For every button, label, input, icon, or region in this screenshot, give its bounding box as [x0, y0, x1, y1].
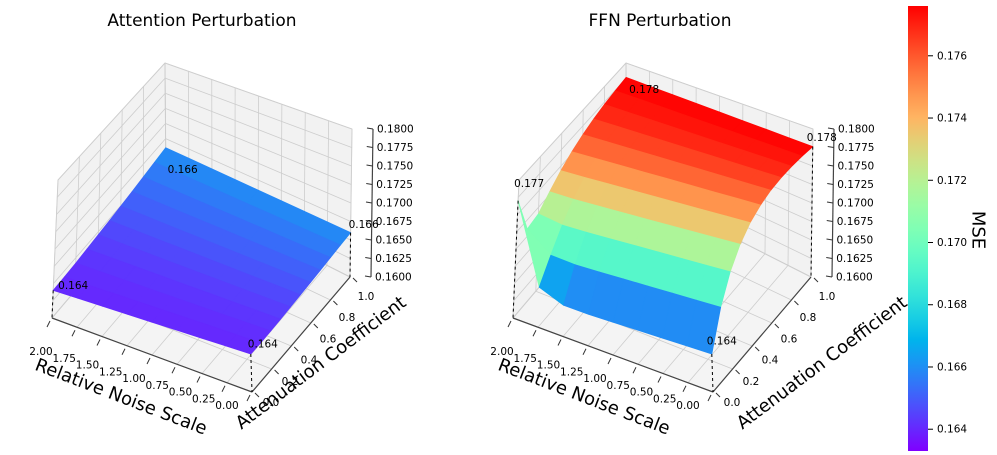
svg-text:0.1700: 0.1700 [376, 198, 413, 210]
svg-text:2.00: 2.00 [490, 346, 513, 358]
colorbar-ticks: 0.176 0.174 0.172 0.170 0.168 0.166 0.164 [928, 50, 967, 436]
svg-text:0.4: 0.4 [301, 355, 318, 367]
svg-text:0.0: 0.0 [263, 397, 280, 409]
svg-text:0.164: 0.164 [58, 280, 88, 292]
svg-text:0.1775: 0.1775 [838, 142, 875, 154]
annotations: 0.164 0.164 0.166 0.166 [51, 164, 379, 393]
plot-title-ffn: FFN Perturbation [588, 11, 732, 31]
svg-text:0.1725: 0.1725 [837, 179, 874, 191]
svg-text:0.8: 0.8 [800, 312, 817, 324]
svg-text:0.00: 0.00 [676, 400, 699, 412]
svg-text:0.1675: 0.1675 [837, 216, 874, 228]
plot3d-attention: 0.000.250.500.751.001.251.501.752.000.00… [29, 62, 414, 413]
svg-text:0.168: 0.168 [937, 299, 967, 311]
colorbar-gradient [908, 6, 928, 451]
svg-text:0.2: 0.2 [743, 376, 760, 388]
svg-text:1.25: 1.25 [560, 366, 583, 378]
svg-text:1.50: 1.50 [537, 360, 560, 372]
svg-text:0.178: 0.178 [629, 84, 659, 96]
svg-text:0.164: 0.164 [248, 339, 278, 351]
surface-attention [52, 147, 351, 355]
svg-text:0.178: 0.178 [807, 132, 837, 144]
svg-text:0.1600: 0.1600 [836, 272, 873, 284]
svg-text:0.1800: 0.1800 [838, 124, 875, 136]
svg-text:1.0: 1.0 [819, 291, 836, 303]
svg-text:0.1775: 0.1775 [377, 142, 414, 154]
svg-text:0.1750: 0.1750 [377, 161, 414, 173]
annotations: 0.177 0.164 0.178 0.178 [512, 84, 837, 393]
svg-text:0.25: 0.25 [192, 393, 215, 405]
svg-text:0.2: 0.2 [282, 376, 299, 388]
svg-text:1.50: 1.50 [76, 360, 99, 372]
svg-text:0.4: 0.4 [762, 355, 779, 367]
svg-text:0.172: 0.172 [937, 175, 967, 187]
plot3d-ffn: 0.000.250.500.751.001.251.501.752.000.00… [490, 62, 875, 413]
svg-text:0.164: 0.164 [937, 424, 967, 436]
svg-text:0.1650: 0.1650 [837, 235, 874, 247]
svg-text:0.0: 0.0 [724, 397, 741, 409]
svg-text:0.1750: 0.1750 [838, 161, 875, 173]
svg-text:0.1650: 0.1650 [376, 235, 413, 247]
svg-text:0.1625: 0.1625 [375, 253, 412, 265]
svg-text:0.164: 0.164 [707, 336, 737, 348]
svg-text:0.1600: 0.1600 [375, 272, 412, 284]
svg-text:1.25: 1.25 [99, 366, 122, 378]
tick-labels: 0.000.250.500.751.001.251.501.752.000.00… [490, 124, 874, 413]
svg-text:1.00: 1.00 [583, 373, 606, 385]
colorbar-label: MSE [967, 210, 989, 250]
svg-text:0.00: 0.00 [215, 400, 238, 412]
svg-text:0.75: 0.75 [607, 380, 630, 392]
svg-text:0.170: 0.170 [937, 237, 967, 249]
svg-text:2.00: 2.00 [29, 346, 52, 358]
svg-text:1.75: 1.75 [53, 353, 76, 365]
svg-text:0.1675: 0.1675 [376, 216, 413, 228]
surface-ffn [517, 77, 814, 355]
svg-text:1.75: 1.75 [514, 353, 537, 365]
svg-text:0.166: 0.166 [168, 164, 198, 176]
svg-text:0.6: 0.6 [781, 333, 798, 345]
svg-text:0.75: 0.75 [146, 380, 169, 392]
svg-text:0.50: 0.50 [169, 387, 192, 399]
svg-text:0.8: 0.8 [339, 312, 356, 324]
svg-text:1.0: 1.0 [358, 291, 375, 303]
svg-text:0.1625: 0.1625 [836, 253, 873, 265]
svg-text:0.176: 0.176 [937, 50, 967, 62]
svg-text:1.00: 1.00 [122, 373, 145, 385]
svg-text:0.1800: 0.1800 [377, 124, 414, 136]
svg-text:0.174: 0.174 [937, 113, 967, 125]
svg-text:0.177: 0.177 [514, 178, 544, 190]
svg-text:0.166: 0.166 [937, 361, 967, 373]
svg-text:0.1700: 0.1700 [837, 198, 874, 210]
svg-text:0.6: 0.6 [320, 333, 337, 345]
tick-labels: 0.000.250.500.751.001.251.501.752.000.00… [29, 124, 413, 413]
svg-text:0.50: 0.50 [630, 387, 653, 399]
plot-title-attention: Attention Perturbation [107, 11, 297, 31]
svg-text:0.1725: 0.1725 [376, 179, 413, 191]
svg-text:0.166: 0.166 [349, 219, 379, 231]
svg-text:0.25: 0.25 [653, 393, 676, 405]
